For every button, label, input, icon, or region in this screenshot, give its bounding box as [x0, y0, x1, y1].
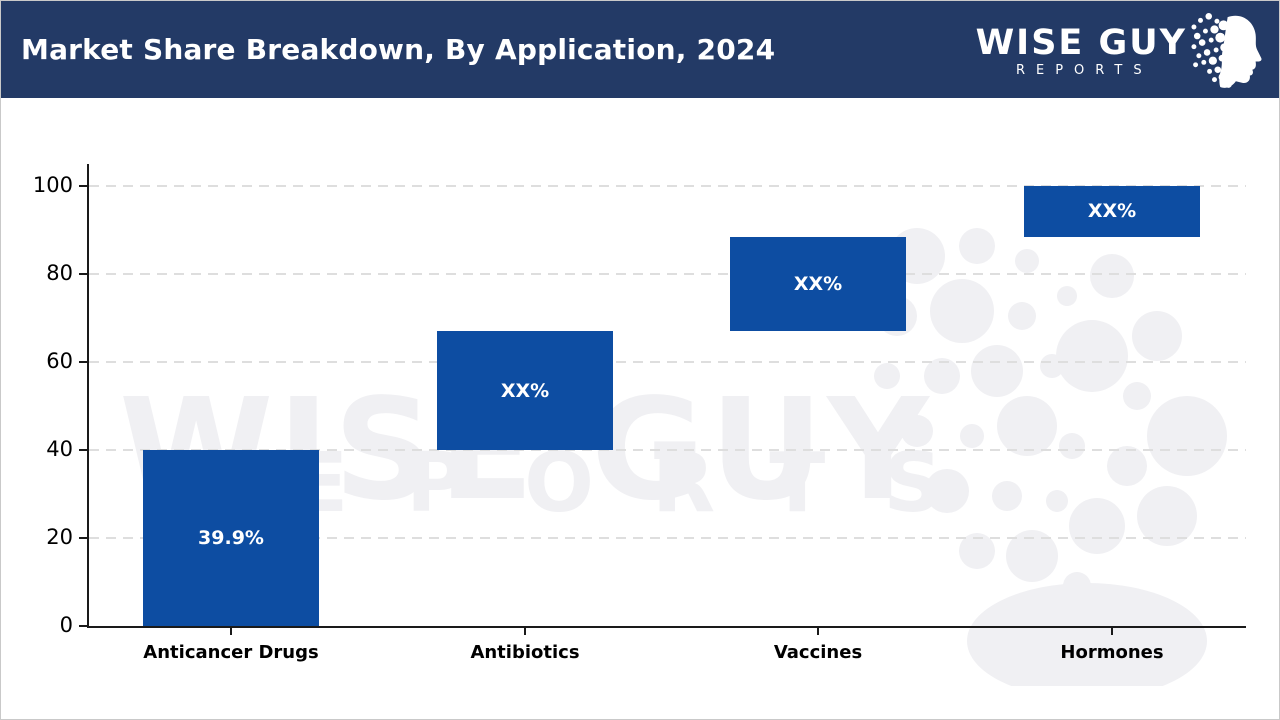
- category-label-0: Anticancer Drugs: [143, 642, 319, 663]
- bar-value-label: XX%: [1087, 200, 1137, 223]
- gridline-y20: [89, 537, 1246, 539]
- ytick-mark-100: [79, 185, 87, 187]
- xtick-mark-3: [1111, 628, 1113, 635]
- ytick-label-60: 60: [46, 349, 73, 373]
- ytick-label-100: 100: [32, 173, 73, 197]
- brand-logo-text: WISE GUY REPORTS: [976, 25, 1187, 78]
- gridline-y100: [89, 185, 1246, 187]
- ytick-label-40: 40: [46, 437, 73, 461]
- bar-hormones: XX%: [1024, 186, 1200, 237]
- watermark-face-pattern: [874, 228, 1227, 686]
- xtick-mark-2: [817, 628, 819, 635]
- ytick-mark-0: [79, 625, 87, 627]
- gridline-y40: [89, 449, 1246, 451]
- gridline-y60: [89, 361, 1246, 363]
- ytick-mark-60: [79, 361, 87, 363]
- header-bar: Market Share Breakdown, By Application, …: [1, 1, 1279, 98]
- brand-tagline: REPORTS: [1015, 63, 1153, 78]
- ytick-mark-40: [79, 449, 87, 451]
- ytick-mark-80: [79, 273, 87, 275]
- bar-value-label: 39.9%: [198, 527, 264, 550]
- bar-anticancer-drugs: 39.9%: [143, 450, 319, 626]
- brand-name: WISE GUY: [975, 23, 1187, 63]
- x-axis: [87, 626, 1246, 628]
- ytick-label-0: 0: [59, 613, 73, 637]
- page-title: Market Share Breakdown, By Application, …: [21, 33, 776, 66]
- bar-vaccines: XX%: [730, 236, 906, 332]
- bar-value-label: XX%: [793, 272, 843, 295]
- ytick-label-80: 80: [46, 261, 73, 285]
- ytick-label-20: 20: [46, 525, 73, 549]
- ytick-mark-20: [79, 537, 87, 539]
- gridline-y80: [89, 273, 1246, 275]
- xtick-mark-0: [230, 628, 232, 635]
- category-label-1: Antibiotics: [470, 642, 580, 663]
- xtick-mark-1: [524, 628, 526, 635]
- bar-value-label: XX%: [500, 379, 550, 402]
- bar-antibiotics: XX%: [437, 331, 613, 451]
- brand-face-icon: [1191, 12, 1262, 88]
- category-label-2: Vaccines: [773, 642, 863, 663]
- category-label-3: Hormones: [1060, 642, 1164, 663]
- brand-logo: WISE GUY REPORTS: [976, 8, 1263, 92]
- y-axis: [87, 164, 89, 626]
- chart-area: WISE GUY REPORTS 02040608010039.9%Antica…: [1, 98, 1279, 719]
